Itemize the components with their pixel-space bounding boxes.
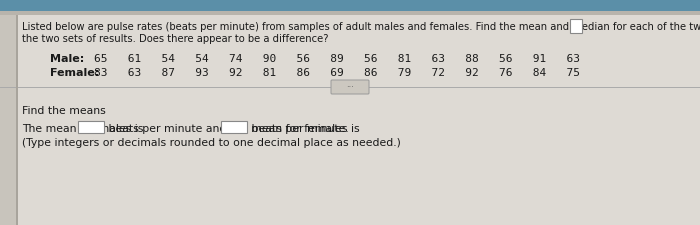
Text: Male:: Male: xyxy=(50,54,84,64)
Text: 65   61   54   54   74   90   56   89   56   81   63   88   56   91   63: 65 61 54 54 74 90 56 89 56 81 63 88 56 9… xyxy=(94,54,580,64)
Text: 83   63   87   93   92   81   86   69   86   79   72   92   76   84   75: 83 63 87 93 92 81 86 69 86 79 72 92 76 8… xyxy=(94,68,580,78)
Bar xyxy=(16,12,18,225)
FancyBboxPatch shape xyxy=(331,81,369,94)
Bar xyxy=(570,20,582,34)
Bar xyxy=(0,12,18,225)
Text: Find the means: Find the means xyxy=(22,106,106,115)
Bar xyxy=(78,122,104,133)
Bar xyxy=(0,12,700,16)
Text: beats per minute.: beats per minute. xyxy=(248,124,349,133)
Text: Listed below are pulse rates (beats per minute) from samples of adult males and : Listed below are pulse rates (beats per … xyxy=(22,22,700,32)
Text: The mean for males is: The mean for males is xyxy=(22,124,147,133)
Text: the two sets of results. Does there appear to be a difference?: the two sets of results. Does there appe… xyxy=(22,34,328,44)
Bar xyxy=(0,0,700,12)
Text: (Type integers or decimals rounded to one decimal place as needed.): (Type integers or decimals rounded to on… xyxy=(22,137,401,147)
Bar xyxy=(220,122,246,133)
Text: Female:: Female: xyxy=(50,68,99,78)
Text: beats per minute and the mean for females is: beats per minute and the mean for female… xyxy=(104,124,363,133)
Text: ···: ··· xyxy=(346,83,354,92)
